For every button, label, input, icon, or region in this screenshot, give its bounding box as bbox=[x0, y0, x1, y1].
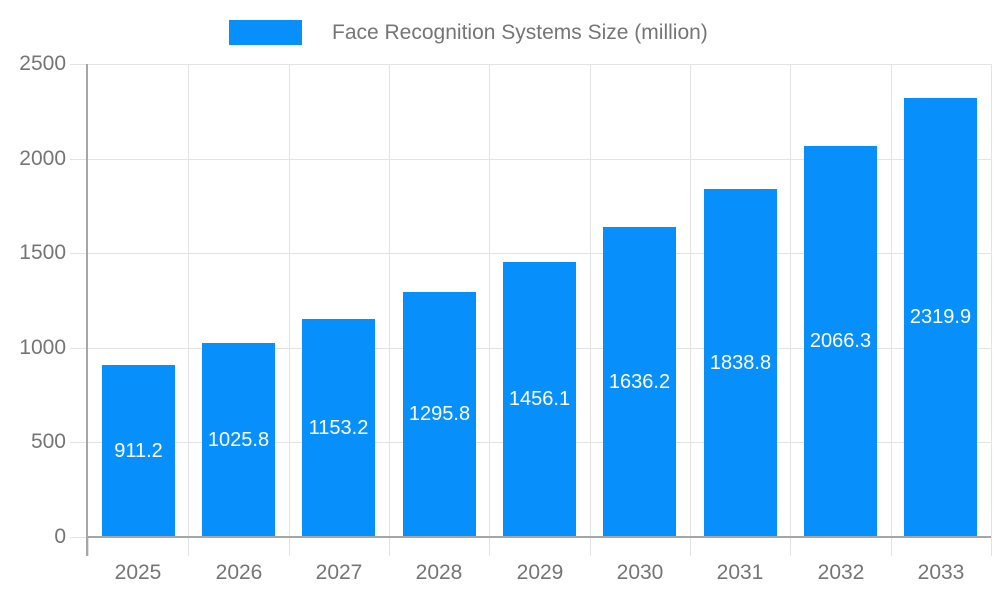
chart-legend[interactable]: Face Recognition Systems Size (million) bbox=[229, 20, 708, 45]
bar-value-label: 2066.3 bbox=[809, 330, 872, 352]
x-axis-category-label: 2031 bbox=[716, 561, 764, 584]
x-axis-category-label: 2028 bbox=[415, 561, 463, 584]
x-axis-tick bbox=[88, 537, 89, 556]
y-gridline bbox=[88, 253, 991, 254]
bar-value-label: 2319.9 bbox=[909, 306, 972, 328]
legend-swatch-icon bbox=[229, 20, 302, 45]
y-gridline bbox=[88, 159, 991, 160]
x-gridline bbox=[790, 64, 791, 537]
bar-2027[interactable]: 1153.2 bbox=[302, 319, 375, 537]
x-axis-tick bbox=[991, 537, 992, 556]
y-axis-tick bbox=[70, 442, 88, 443]
x-axis-tick bbox=[489, 537, 490, 556]
y-axis-tick bbox=[70, 253, 88, 254]
x-axis-category-label: 2026 bbox=[215, 561, 263, 584]
x-gridline bbox=[188, 64, 189, 537]
y-gridline bbox=[88, 64, 991, 65]
y-axis-tick bbox=[70, 348, 88, 349]
x-axis-category-label: 2029 bbox=[516, 561, 564, 584]
x-gridline bbox=[891, 64, 892, 537]
bar-2029[interactable]: 1456.1 bbox=[503, 262, 576, 537]
x-gridline bbox=[590, 64, 591, 537]
bar-value-label: 1838.8 bbox=[709, 351, 772, 374]
y-axis-tick-label: 2500 bbox=[19, 52, 66, 75]
bar-2028[interactable]: 1295.8 bbox=[403, 292, 476, 537]
x-axis-category-label: 2025 bbox=[114, 561, 162, 584]
bar-value-label: 1456.1 bbox=[508, 388, 571, 410]
y-axis-tick bbox=[70, 64, 88, 65]
bar-2032[interactable]: 2066.3 bbox=[804, 146, 877, 537]
x-axis-tick bbox=[188, 537, 189, 556]
x-axis-category-label: 2033 bbox=[917, 561, 965, 584]
x-axis-category-label: 2032 bbox=[817, 561, 865, 584]
bar-value-label: 1636.2 bbox=[608, 370, 671, 393]
bar-value-label: 911.2 bbox=[114, 439, 163, 462]
x-axis-tick bbox=[891, 537, 892, 556]
bar-value-label: 1295.8 bbox=[408, 403, 471, 425]
x-gridline bbox=[289, 64, 290, 537]
bar-2031[interactable]: 1838.8 bbox=[704, 189, 777, 537]
x-axis-tick bbox=[590, 537, 591, 556]
x-axis-category-label: 2027 bbox=[315, 561, 363, 584]
y-axis-line bbox=[86, 64, 88, 556]
x-gridline bbox=[389, 64, 390, 537]
x-gridline bbox=[489, 64, 490, 537]
y-axis-tick bbox=[70, 537, 88, 538]
bar-value-label: 1025.8 bbox=[207, 428, 270, 451]
bar-2030[interactable]: 1636.2 bbox=[603, 227, 676, 537]
bar-2033[interactable]: 2319.9 bbox=[904, 98, 977, 537]
y-axis-tick-label: 0 bbox=[54, 525, 66, 548]
y-axis-tick-label: 2000 bbox=[19, 147, 66, 170]
x-axis-tick bbox=[389, 537, 390, 556]
x-axis-line bbox=[88, 536, 991, 538]
x-axis-tick bbox=[289, 537, 290, 556]
y-axis-tick-label: 1000 bbox=[19, 336, 66, 359]
x-gridline bbox=[690, 64, 691, 537]
x-axis-tick bbox=[690, 537, 691, 556]
x-axis-category-label: 2030 bbox=[616, 561, 664, 584]
legend-label: Face Recognition Systems Size (million) bbox=[332, 21, 708, 44]
bar-2026[interactable]: 1025.8 bbox=[202, 343, 275, 537]
bar-2025[interactable]: 911.2 bbox=[102, 365, 175, 537]
y-axis-tick-label: 1500 bbox=[19, 241, 66, 264]
x-gridline bbox=[991, 64, 992, 537]
y-axis-tick bbox=[70, 159, 88, 160]
y-axis-tick-label: 500 bbox=[30, 430, 66, 453]
x-axis-tick bbox=[790, 537, 791, 556]
bar-value-label: 1153.2 bbox=[308, 416, 369, 439]
